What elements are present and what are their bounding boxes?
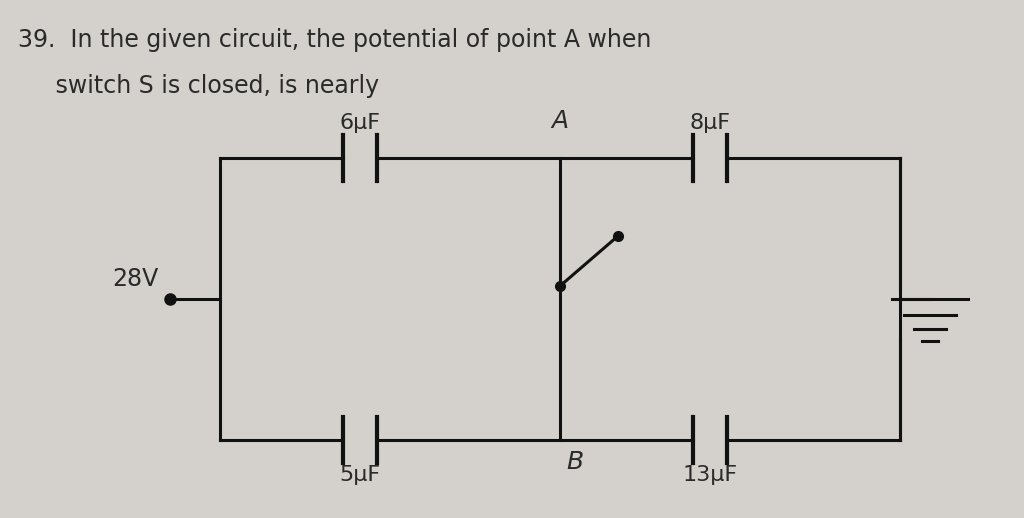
Text: 5μF: 5μF — [339, 465, 381, 485]
Text: 28V: 28V — [112, 267, 158, 291]
Text: 6μF: 6μF — [340, 113, 381, 133]
Text: B: B — [566, 450, 584, 474]
Text: 13μF: 13μF — [682, 465, 737, 485]
Text: A: A — [552, 109, 568, 133]
Text: 39.  In the given circuit, the potential of point A when: 39. In the given circuit, the potential … — [18, 28, 651, 52]
Text: switch S is closed, is nearly: switch S is closed, is nearly — [18, 74, 379, 98]
Text: 8μF: 8μF — [689, 113, 730, 133]
